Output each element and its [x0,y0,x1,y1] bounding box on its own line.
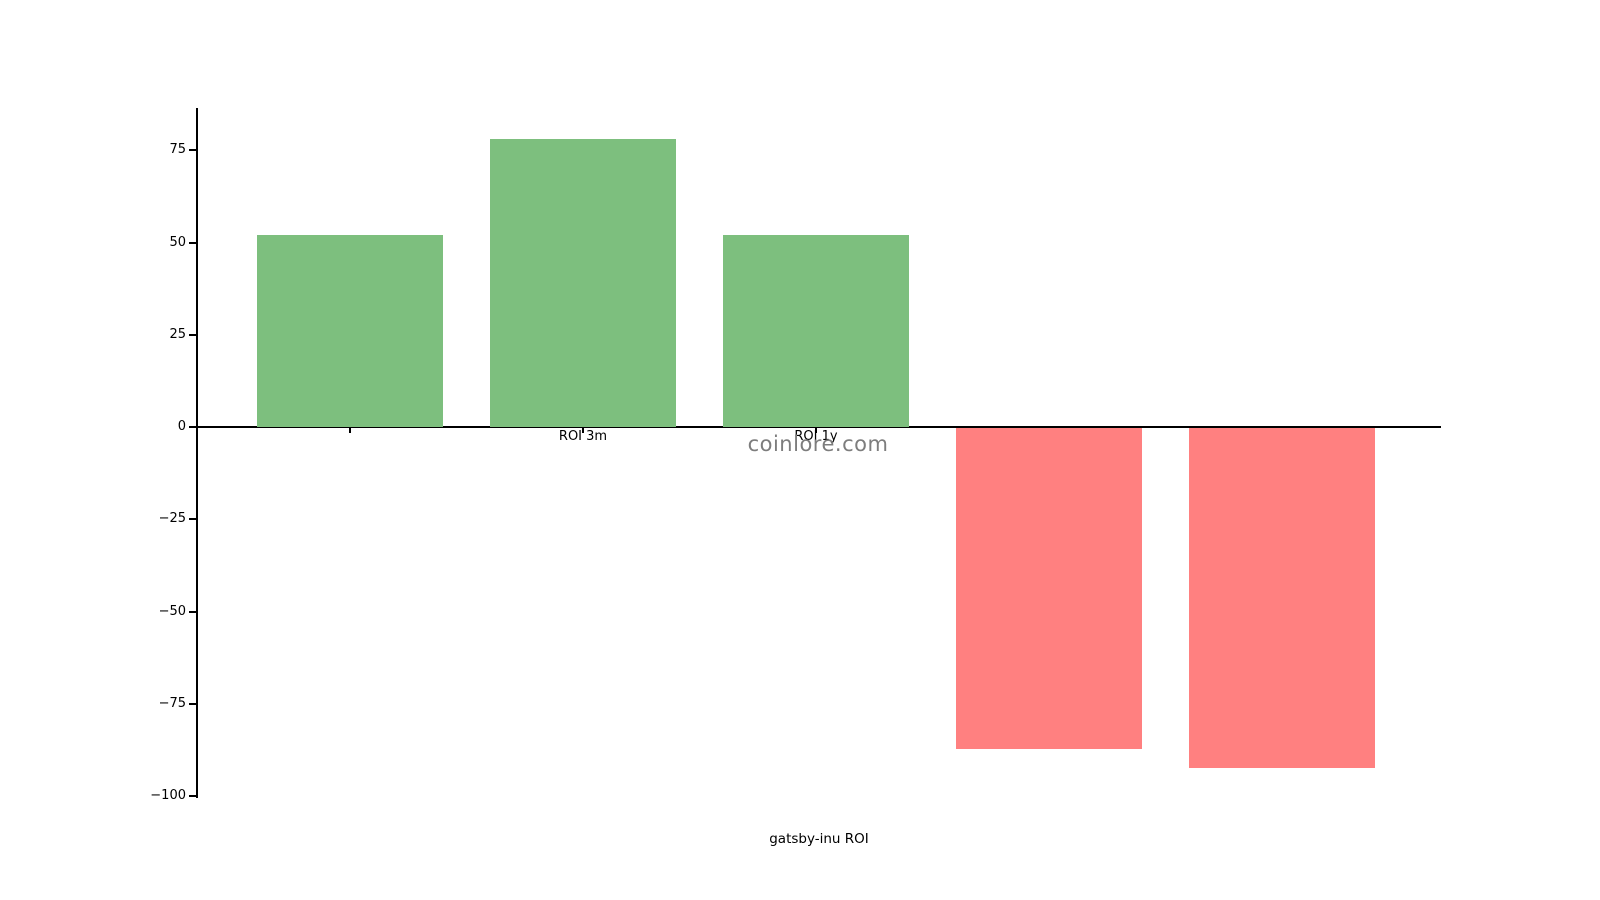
chart-title: gatsby-inu ROI [769,831,869,847]
y-tick-label: 50 [169,234,186,250]
y-tick-mark [189,795,196,798]
y-tick-mark [189,333,196,336]
y-tick-label: 75 [169,142,186,158]
y-tick-mark [189,426,196,429]
y-tick-mark [189,610,196,613]
bar-roi-1y [723,235,909,428]
x-axis-line [198,426,1441,429]
y-tick-mark [189,241,196,244]
x-tick-label: ROI 1y [794,429,838,445]
bar-value-0 [257,235,443,428]
y-tick-label: 0 [177,419,186,435]
y-tick-label: −50 [158,603,186,619]
x-tick-label: ROI 3m [558,429,608,445]
y-tick-label: −75 [158,695,186,711]
y-tick-mark [189,518,196,521]
y-tick-mark [189,702,196,705]
x-tick-mark [582,427,584,434]
bar-value-3 [956,428,1142,750]
watermark: coinlore.com [747,432,889,456]
plot-area: 75 50 25 0 −25 −50 −75 −100 ROI 3m ROI 1y [150,108,1441,803]
y-tick-mark [189,149,196,152]
y-tick-label: 25 [169,326,186,342]
y-axis-line [196,108,198,798]
y-tick-label: −25 [158,511,186,527]
y-tick-label: −100 [150,788,186,804]
x-tick-mark [815,427,817,434]
bar-value-4 [1189,428,1375,768]
x-tick-mark [349,427,351,434]
bar-roi-3m [490,139,676,428]
